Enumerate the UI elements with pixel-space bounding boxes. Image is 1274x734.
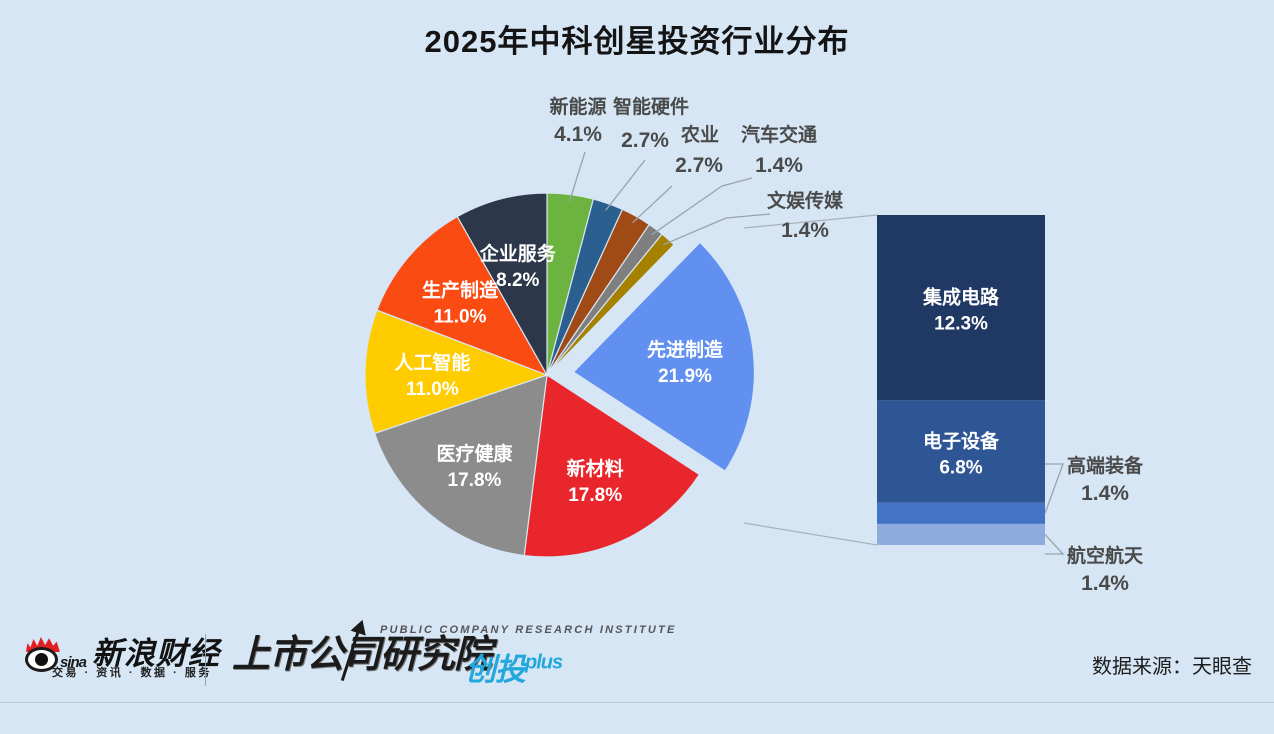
pie-label-name: 先进制造 — [647, 338, 724, 361]
sina-eye-icon — [22, 636, 64, 676]
pie-outside-label-name: 文娱传媒 — [767, 189, 844, 212]
pie-outside-label-name: 农业 — [680, 123, 719, 146]
bar-outside-label-value: 1.4% — [1081, 482, 1129, 505]
page-title: 2025年中科创星投资行业分布 — [424, 24, 850, 59]
pie-leader-line — [651, 185, 723, 236]
sina-wordmark: sina — [60, 654, 87, 671]
bar-label-value: 12.3% — [934, 314, 988, 335]
bar-segment-1[interactable] — [877, 400, 1045, 503]
chuangtou-plus-logo: 创投plus — [465, 644, 563, 689]
pie-label-value: 17.8% — [568, 485, 622, 506]
chuangtou-label: 创投 — [465, 652, 526, 687]
pie-slice-4[interactable] — [546, 233, 675, 376]
pie-label-value: 11.0% — [434, 306, 487, 327]
pie-label-name: 企业服务 — [479, 242, 557, 265]
pie-slice-6[interactable] — [523, 373, 701, 558]
pie-outside-label-value: 1.4% — [755, 154, 803, 177]
sina-eyeball-shape — [25, 647, 58, 672]
pie-label-name: 人工智能 — [394, 351, 470, 374]
pie-label-name: 新材料 — [567, 457, 624, 480]
bar-leader-line — [1044, 463, 1064, 514]
pie-outside-label-value: 2.7% — [675, 154, 723, 177]
pie-label-name: 生产制造 — [422, 278, 499, 301]
pie-slice-10[interactable] — [456, 192, 548, 378]
pie-chart — [364, 192, 756, 558]
bar-label-name: 集成电路 — [922, 286, 1000, 309]
pie-label-value: 17.8% — [448, 470, 502, 491]
pie-outside-label-name: 汽车交通 — [741, 123, 818, 146]
connector-bottom — [743, 522, 878, 546]
pie-leader-line — [568, 151, 586, 202]
pie-leader-line — [605, 159, 646, 211]
footer: sina 新浪财经 交易 · 资讯 · 数据 · 服务 PUBLIC COMPA… — [0, 616, 1274, 734]
bar-label-name: 电子设备 — [923, 430, 1000, 453]
pie-outside-label-name: 智能硬件 — [613, 95, 689, 118]
stacked-bar-chart — [877, 215, 1045, 545]
research-institute-logo: PUBLIC COMPANY RESEARCH INSTITUTE 上市公司研究… — [232, 623, 677, 681]
leader-lines — [568, 151, 1065, 555]
pie-outside-label-value: 2.7% — [621, 129, 669, 152]
pie-label-value: 21.9% — [658, 366, 712, 387]
connector-top — [743, 214, 878, 229]
bar-outside-label-name: 航空航天 — [1067, 544, 1144, 567]
bar-leader-line — [1044, 534, 1065, 555]
pie-slice-9[interactable] — [376, 215, 549, 377]
pie-label-value: 11.0% — [406, 379, 459, 400]
bar-outside-label-name: 高端装备 — [1067, 454, 1144, 477]
institute-english-name: PUBLIC COMPANY RESEARCH INSTITUTE — [380, 624, 677, 636]
footer-logo-separator — [205, 634, 206, 686]
pie-leader-line — [721, 177, 753, 187]
pie-leader-line — [725, 213, 771, 219]
pie-to-bar-connectors — [743, 214, 878, 546]
pie-leader-line — [632, 185, 673, 224]
pie-slice-5[interactable] — [571, 240, 756, 473]
bar-segment-0[interactable] — [877, 215, 1045, 401]
institute-chinese-name: 上市公司研究院 — [232, 634, 492, 676]
pie-outside-label-value: 4.1% — [554, 123, 602, 146]
sina-finance-logo: sina 新浪财经 — [22, 632, 220, 676]
pie-leader-line — [663, 217, 727, 246]
bar-segment-2[interactable] — [877, 502, 1045, 524]
data-source-note: 数据来源：天眼查 — [1092, 656, 1252, 678]
bar-segment-3[interactable] — [877, 523, 1045, 545]
pie-label-name: 医疗健康 — [436, 442, 513, 465]
pie-outside-label-value: 1.4% — [781, 219, 829, 242]
data-labels: 先进制造 21.9% 新材料 17.8% 医疗健康 17.8% 人工智能 11.0% 生产制造 1… — [394, 95, 1144, 595]
sina-chinese-name: 新浪财经 — [92, 636, 221, 671]
pie-outside-label-name: 新能源 — [549, 95, 606, 118]
sina-tagline: 交易 · 资讯 · 数据 · 服务 — [52, 667, 212, 679]
footer-divider — [0, 702, 1274, 703]
bar-outside-label-value: 1.4% — [1081, 572, 1129, 595]
pie-label-value: 8.2% — [496, 270, 539, 291]
plus-label: plus — [525, 651, 563, 674]
sina-pupil-shape — [35, 653, 48, 666]
bar-label-value: 6.8% — [939, 458, 982, 479]
pie-slice-7[interactable] — [373, 374, 548, 557]
pie-slice-8[interactable] — [364, 309, 549, 435]
